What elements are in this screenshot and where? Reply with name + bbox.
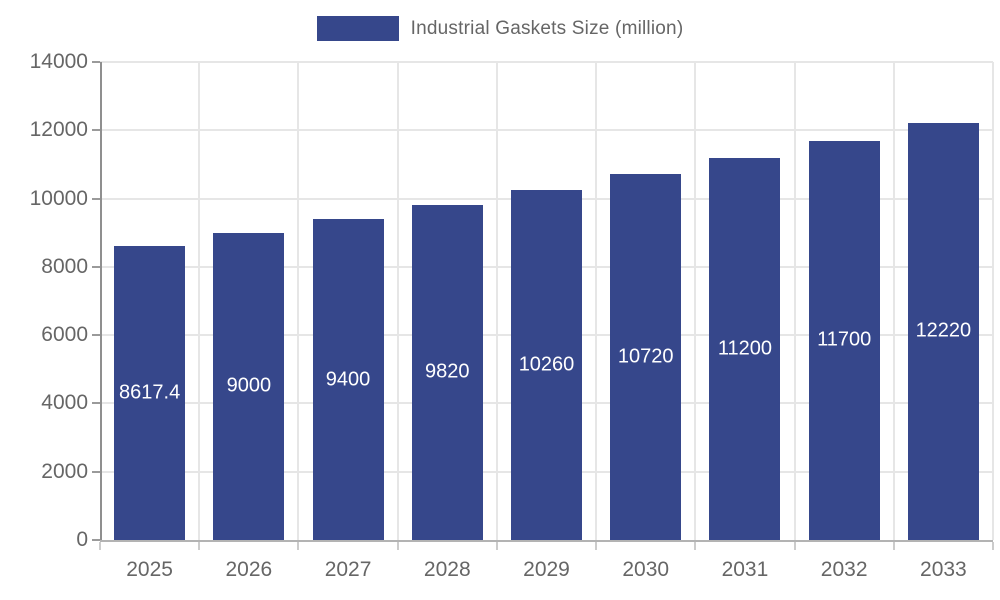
- x-axis-tick: [595, 542, 598, 550]
- y-axis-label: 0: [76, 528, 88, 551]
- gridline-vertical: [892, 62, 895, 540]
- x-axis-label: 2028: [423, 558, 471, 581]
- x-axis-tick: [297, 542, 300, 550]
- gridline-vertical: [992, 62, 994, 540]
- y-axis-tick: [92, 402, 100, 405]
- gridline-vertical: [793, 62, 796, 540]
- legend[interactable]: Industrial Gaskets Size (million): [0, 16, 1000, 41]
- bar[interactable]: [809, 140, 880, 540]
- bar[interactable]: [709, 157, 780, 540]
- y-axis-tick: [92, 539, 100, 541]
- gridline-horizontal: [100, 61, 993, 63]
- x-axis-label: 2026: [225, 558, 273, 581]
- y-axis-tick: [92, 470, 100, 473]
- x-axis-label: 2030: [622, 558, 670, 581]
- x-axis-tick: [793, 542, 796, 550]
- x-axis-tick: [892, 542, 895, 550]
- gridline-vertical: [198, 62, 201, 540]
- bar[interactable]: [313, 219, 384, 540]
- x-axis-tick: [495, 542, 498, 550]
- y-axis-label: 14000: [29, 50, 88, 73]
- bar-value-label: 9000: [226, 374, 272, 397]
- gridline-vertical: [694, 62, 697, 540]
- bar-value-label: 8617.4: [119, 381, 181, 404]
- gridline-vertical: [297, 62, 300, 540]
- y-axis-tick: [92, 265, 100, 268]
- bar[interactable]: [213, 232, 284, 540]
- y-axis-line: [100, 62, 102, 542]
- y-axis-tick: [92, 61, 100, 63]
- x-axis-tick: [396, 542, 399, 550]
- gridline-horizontal: [100, 129, 993, 132]
- x-axis-tick: [992, 542, 994, 550]
- y-axis-label: 2000: [41, 459, 88, 483]
- x-axis-label: 2027: [324, 558, 372, 581]
- x-axis-tick: [99, 542, 101, 550]
- bar-value-label: 10260: [518, 353, 575, 376]
- y-axis-tick: [92, 334, 100, 337]
- bar[interactable]: [511, 189, 582, 540]
- x-axis-label: 2033: [920, 558, 967, 581]
- x-axis-tick: [694, 542, 697, 550]
- y-axis-label: 12000: [29, 118, 88, 142]
- bar[interactable]: [114, 245, 185, 540]
- y-axis-tick: [92, 197, 100, 200]
- x-axis-tick: [198, 542, 201, 550]
- bar-value-label: 11200: [717, 337, 773, 360]
- bar[interactable]: [412, 204, 483, 540]
- bar-value-label: 9400: [325, 368, 371, 391]
- bar[interactable]: [610, 173, 681, 540]
- bar-value-label: 11700: [817, 328, 872, 351]
- bar-value-label: 10720: [617, 345, 674, 368]
- x-axis-label: 2029: [523, 558, 570, 581]
- legend-label: Industrial Gaskets Size (million): [410, 17, 684, 39]
- x-axis-label: 2025: [126, 558, 173, 581]
- gridline-vertical: [396, 62, 399, 540]
- x-axis-label: 2032: [820, 558, 868, 581]
- bar-value-label: 12220: [915, 319, 972, 342]
- y-axis-tick: [92, 129, 100, 132]
- gridline-vertical: [495, 62, 498, 540]
- bar-value-label: 9820: [425, 360, 470, 383]
- y-axis-label: 4000: [41, 391, 88, 415]
- x-axis-line: [100, 540, 993, 542]
- y-axis-label: 6000: [41, 323, 88, 347]
- x-axis-label: 2031: [721, 558, 769, 581]
- y-axis-label: 10000: [29, 186, 88, 210]
- bar[interactable]: [908, 122, 979, 540]
- gridline-vertical: [595, 62, 598, 540]
- y-axis-label: 8000: [41, 254, 88, 278]
- legend-swatch: [316, 16, 399, 41]
